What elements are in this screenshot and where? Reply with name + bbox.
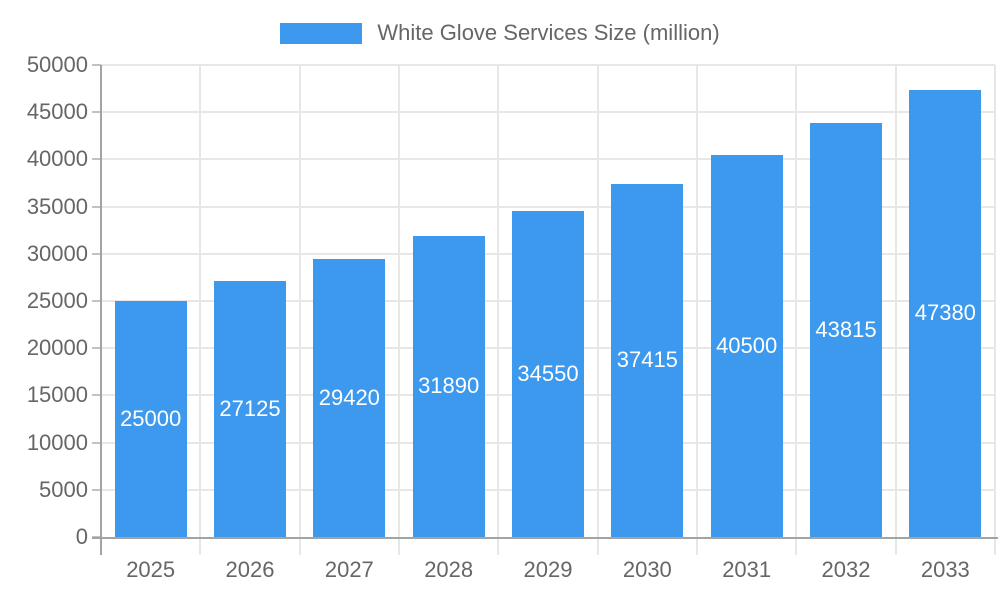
bar-2031: [710, 154, 783, 537]
y-axis-line: [100, 65, 102, 555]
y-axis-label: 25000: [26, 288, 88, 313]
y-gridline: [101, 205, 995, 208]
bar-2032: [810, 123, 882, 537]
x-axis-label: 2028: [424, 557, 474, 582]
y-tick-mark: [92, 252, 101, 255]
bar-value-label: 43815: [815, 317, 877, 343]
y-axis-label: 10000: [26, 429, 88, 455]
bar-value-label: 47380: [914, 300, 976, 326]
y-axis-label: 35000: [26, 193, 88, 219]
y-tick-mark: [92, 205, 101, 208]
x-axis-label: 2032: [821, 557, 871, 582]
legend-swatch: [280, 22, 363, 44]
y-axis-label: 40000: [26, 146, 88, 172]
y-axis-label: 15000: [26, 382, 88, 408]
x-axis-label: 2027: [324, 557, 374, 582]
y-tick-mark: [92, 300, 101, 302]
bar-value-label: 40500: [716, 332, 778, 358]
y-tick-mark: [92, 111, 101, 114]
x-gridline: [298, 65, 301, 555]
y-axis-label: 0: [75, 524, 88, 549]
bar-value-label: 31890: [418, 373, 480, 399]
y-tick-mark: [92, 394, 101, 397]
x-axis-line: [92, 537, 998, 539]
x-gridline: [795, 65, 798, 555]
y-axis-label: 20000: [26, 335, 88, 361]
bar-value-label: 37415: [616, 347, 678, 373]
x-axis-label: 2026: [225, 557, 275, 582]
bar-2030: [611, 183, 684, 537]
y-axis-label: 30000: [26, 240, 88, 266]
x-gridline: [398, 65, 400, 555]
y-gridline: [101, 158, 995, 161]
y-axis-label: 50000: [26, 52, 88, 77]
x-gridline: [199, 65, 202, 555]
y-axis-label: 45000: [26, 99, 88, 125]
x-axis-label: 2033: [920, 557, 970, 582]
x-gridline: [497, 65, 500, 555]
bar-2026: [214, 280, 286, 537]
x-gridline: [696, 65, 698, 555]
y-tick-mark: [92, 488, 101, 491]
x-gridline: [994, 65, 996, 555]
x-gridline: [894, 65, 897, 555]
legend-label: White Glove Services Size (million): [377, 20, 720, 45]
bar-2027: [313, 259, 386, 537]
bar-value-label: 27125: [219, 395, 281, 421]
x-axis-label: 2031: [722, 557, 772, 582]
bar-value-label: 34550: [517, 360, 579, 386]
y-gridline: [101, 111, 995, 114]
legend: White Glove Services Size (million): [0, 22, 1000, 44]
x-axis-label: 2025: [126, 557, 176, 582]
bar-2033: [909, 89, 982, 537]
x-gridline: [596, 65, 599, 555]
y-gridline: [101, 64, 995, 66]
y-tick-mark: [92, 347, 101, 350]
x-axis-label: 2030: [622, 557, 672, 582]
y-tick-mark: [92, 64, 101, 66]
x-axis-label: 2029: [523, 557, 573, 582]
bar-2025: [114, 301, 187, 537]
y-tick-mark: [92, 158, 101, 161]
bar-value-label: 29420: [318, 385, 380, 411]
bar-2029: [512, 210, 584, 537]
bar-2028: [412, 235, 485, 537]
y-axis-label: 5000: [39, 476, 88, 502]
y-tick-mark: [92, 441, 101, 444]
bar-value-label: 25000: [120, 406, 182, 431]
